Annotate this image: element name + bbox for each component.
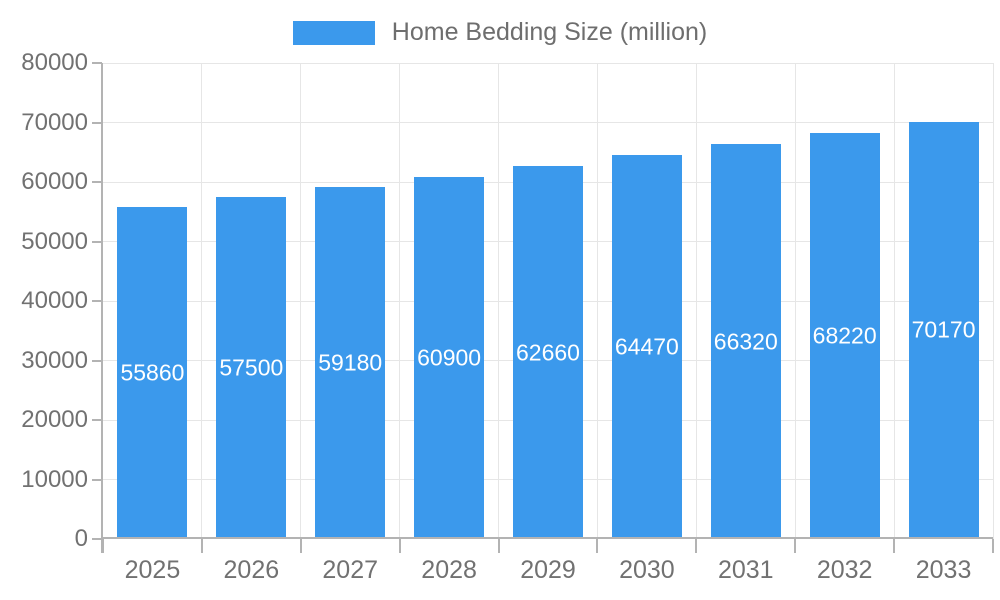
y-axis-tick — [92, 181, 102, 183]
y-axis-tick — [92, 538, 102, 540]
gridline-vertical — [300, 63, 302, 539]
y-axis-tick — [92, 300, 102, 302]
legend-swatch — [292, 20, 375, 45]
x-axis-tick — [200, 539, 203, 553]
y-tick-label: 20000 — [21, 406, 88, 433]
gridline-vertical — [992, 63, 994, 539]
gridline-vertical — [794, 63, 796, 539]
bar-value-label: 70170 — [911, 316, 976, 343]
y-axis-tick — [92, 121, 102, 124]
gridline-horizontal — [103, 62, 993, 64]
x-axis-tick — [596, 539, 599, 553]
x-axis-tick — [102, 539, 104, 553]
legend-label: Home Bedding Size (million) — [391, 18, 708, 46]
x-axis-tick — [992, 539, 994, 553]
x-axis-tick — [299, 539, 302, 553]
x-tick-label: 2027 — [322, 556, 379, 584]
bar[interactable] — [809, 133, 880, 539]
gridline-vertical — [596, 63, 598, 539]
x-tick-label: 2033 — [915, 556, 972, 584]
bar-value-label: 64470 — [614, 333, 679, 360]
y-axis-line — [101, 63, 103, 553]
y-tick-label: 0 — [74, 525, 88, 552]
gridline-vertical — [399, 63, 401, 539]
x-axis-tick — [893, 539, 896, 553]
y-axis-labels: 0 10000 20000 30000 40000 50000 60000 70000 8000… — [0, 0, 88, 600]
y-axis-tick — [92, 478, 102, 481]
gridline-horizontal — [103, 122, 993, 123]
bar[interactable] — [117, 206, 188, 539]
gridline-vertical — [695, 63, 697, 539]
y-tick-label: 70000 — [21, 108, 88, 136]
bar[interactable] — [611, 155, 682, 539]
y-tick-label: 40000 — [21, 287, 88, 314]
y-axis-tick — [92, 240, 102, 243]
bar[interactable] — [908, 121, 979, 539]
plot-area: 55860 57500 59180 60900 62660 64470 66320 68220… — [103, 62, 994, 539]
y-axis-tick — [92, 62, 102, 64]
x-axis-tick — [695, 539, 698, 553]
bar[interactable] — [710, 144, 781, 539]
bar-value-label: 59180 — [318, 349, 383, 376]
bar[interactable] — [216, 196, 287, 539]
bar-value-label: 68220 — [812, 322, 877, 349]
y-tick-label: 60000 — [21, 168, 88, 195]
x-tick-label: 2028 — [421, 556, 477, 584]
bar-value-label: 57500 — [219, 354, 284, 381]
y-tick-label: 30000 — [21, 346, 88, 374]
bar[interactable] — [315, 186, 386, 539]
x-tick-label: 2030 — [619, 556, 675, 584]
bar-value-label: 55860 — [120, 359, 185, 386]
bar[interactable] — [513, 166, 583, 539]
bar-value-label: 60900 — [417, 344, 482, 371]
x-axis-line — [103, 537, 993, 539]
x-tick-label: 2031 — [717, 556, 774, 584]
gridline-vertical — [201, 63, 203, 539]
x-tick-label: 2029 — [520, 556, 576, 584]
x-tick-label: 2032 — [816, 556, 873, 584]
x-axis-tick — [497, 539, 500, 553]
bar-value-label: 62660 — [516, 339, 580, 366]
x-tick-label: 2025 — [124, 556, 181, 584]
legend: Home Bedding Size (million) — [0, 18, 1000, 47]
bar-value-label: 66320 — [713, 328, 778, 355]
y-axis-tick — [92, 419, 102, 421]
y-tick-label: 80000 — [21, 49, 88, 76]
bar[interactable] — [414, 176, 485, 539]
gridline-vertical — [893, 63, 895, 539]
y-axis-tick — [92, 359, 102, 362]
x-axis-tick — [398, 539, 401, 553]
x-tick-label: 2026 — [223, 556, 280, 584]
y-tick-label: 10000 — [21, 465, 88, 493]
gridline-vertical — [498, 63, 500, 539]
x-axis-tick — [794, 539, 797, 553]
y-tick-label: 50000 — [21, 227, 88, 255]
